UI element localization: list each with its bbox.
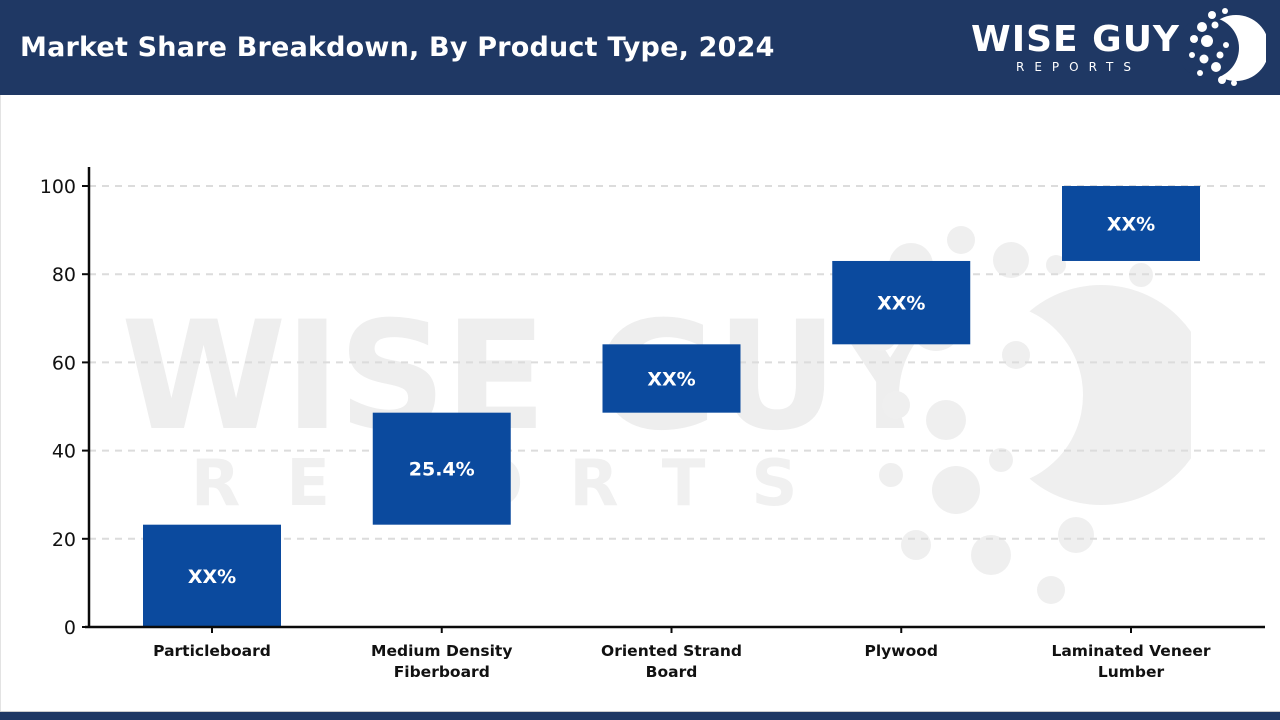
bar-value-label: XX% (647, 368, 695, 390)
plot: XX% Particleboard 25.4% Medium Density Fiber… (40, 167, 1265, 681)
x-axis-category-label: Oriented Strand (601, 642, 742, 660)
x-axis-category-label: Fiberboard (394, 663, 490, 681)
bar (602, 344, 741, 413)
logo-wordmark: WISE GUY (970, 19, 1180, 60)
bar (372, 412, 511, 525)
y-axis-tick-label: 80 (52, 264, 76, 286)
bar-value-label: XX% (1107, 213, 1155, 235)
bar (832, 260, 971, 345)
y-axis-tick-label: 60 (52, 352, 76, 374)
bar-value-label: XX% (188, 566, 236, 588)
y-axis-tick-label: 40 (52, 441, 76, 463)
x-axis-category-label: Particleboard (153, 642, 271, 660)
footer-bar (0, 711, 1280, 720)
x-axis-category-label: Laminated Veneer (1051, 642, 1210, 660)
bar (143, 524, 281, 627)
x-axis-category-label: Board (646, 663, 698, 681)
header-bar: Market Share Breakdown, By Product Type,… (0, 0, 1280, 95)
chart-canvas: WISE GUY REPORTS XX% Particleboard 25.4% Me… (0, 95, 1280, 712)
bar-value-label: XX% (877, 293, 925, 315)
logo-head-icon (1182, 7, 1266, 86)
y-axis-tick-label: 0 (64, 617, 76, 639)
y-axis-tick-label: 100 (40, 176, 76, 198)
page-title: Market Share Breakdown, By Product Type,… (20, 32, 775, 63)
x-axis-category-label: Medium Density (371, 642, 512, 660)
logo-subtitle: REPORTS (1015, 60, 1141, 74)
y-axis-tick-label: 20 (52, 529, 76, 551)
bar (1062, 186, 1200, 261)
bar-value-label: 25.4% (409, 459, 475, 481)
x-axis-category-label: Plywood (865, 642, 939, 660)
x-axis-category-label: Lumber (1098, 663, 1165, 681)
wiseguy-logo: WISE GUY REPORTS (971, 5, 1266, 91)
